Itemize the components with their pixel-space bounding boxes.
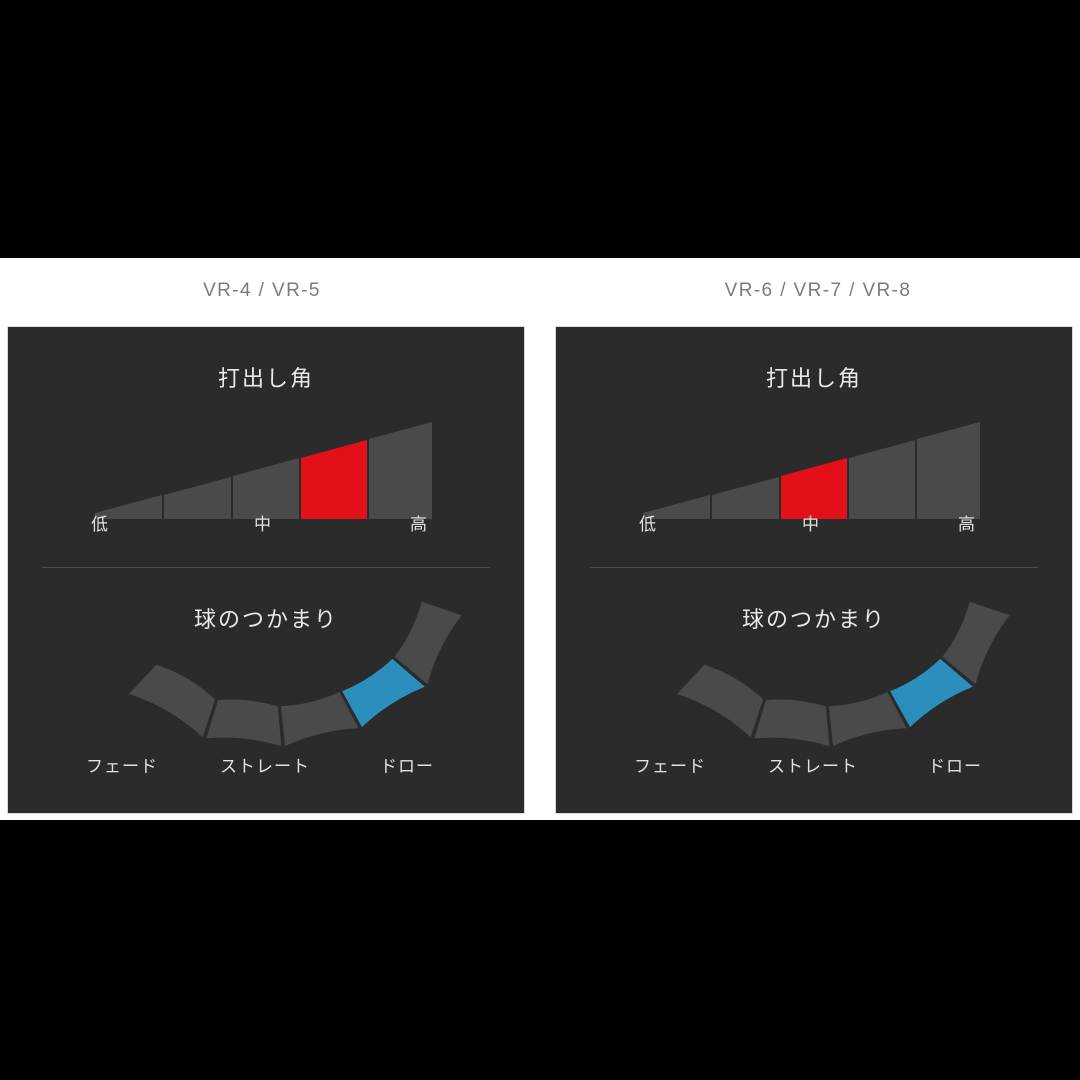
- panel-header-right: VR-6 / VR-7 / VR-8: [724, 280, 912, 301]
- wedge-segment-4-active[interactable]: [301, 440, 367, 519]
- ball-flight-title-right: 球のつかまり: [741, 607, 886, 632]
- spec-card-left: 打出し角 低 中 高 球のつか: [8, 327, 524, 813]
- launch-label-high: 高: [410, 515, 427, 534]
- ball-flight-title-left: 球のつかまり: [193, 607, 338, 632]
- flight-label-straight: ストレート: [768, 757, 858, 776]
- spec-panel-vr6-vr7-vr8: VR-6 / VR-7 / VR-8 打出し角 低 中 高: [556, 258, 1080, 820]
- wedge-segment-4[interactable]: [849, 440, 915, 519]
- arc-segment-3[interactable]: [828, 692, 907, 746]
- arc-segment-4-active[interactable]: [342, 658, 425, 728]
- flight-label-draw: ドロー: [380, 757, 434, 776]
- spec-panel-vr4-vr5: VR-4 / VR-5 打出し角 低 中 高: [0, 258, 524, 820]
- ball-flight-axis-labels-left: フェード ストレート ドロー: [8, 752, 524, 778]
- wedge-segments-left: [95, 422, 432, 519]
- flight-label-draw: ドロー: [928, 757, 982, 776]
- ball-flight-arc-left: [129, 601, 462, 747]
- flight-label-straight: ストレート: [220, 757, 310, 776]
- wedge-segment-5[interactable]: [369, 422, 432, 519]
- flight-label-fade: フェード: [634, 757, 706, 776]
- arc-segment-1[interactable]: [129, 664, 216, 738]
- card-divider-left: [42, 567, 490, 568]
- launch-label-mid: 中: [254, 515, 271, 534]
- arc-segment-1[interactable]: [677, 664, 764, 738]
- launch-label-mid: 中: [802, 515, 819, 534]
- arc-segment-2[interactable]: [754, 699, 830, 747]
- launch-label-high: 高: [958, 515, 975, 534]
- arc-segment-3[interactable]: [280, 692, 359, 746]
- content-band: VR-4 / VR-5 打出し角 低 中 高: [0, 258, 1080, 820]
- launch-angle-wedge-right: [643, 422, 980, 519]
- spec-card-right: 打出し角 低 中 高 球のつかまり: [556, 327, 1072, 813]
- launch-angle-title-left: 打出し角: [217, 366, 314, 391]
- launch-angle-title-right: 打出し角: [765, 366, 862, 391]
- launch-label-low: 低: [639, 515, 656, 534]
- arc-segment-4-active[interactable]: [890, 658, 973, 728]
- ball-flight-axis-labels-right: フェード ストレート ドロー: [556, 752, 1072, 778]
- launch-angle-wedge-left: [95, 422, 432, 519]
- launch-label-low: 低: [91, 515, 108, 534]
- arc-segment-2[interactable]: [206, 699, 282, 747]
- launch-axis-labels-right: 低 中 高: [556, 510, 1072, 534]
- flight-label-fade: フェード: [86, 757, 158, 776]
- wedge-segments-right: [643, 422, 980, 519]
- panel-header-left: VR-4 / VR-5: [203, 280, 321, 301]
- card-divider-right: [590, 567, 1038, 568]
- ball-flight-arc-right: [677, 601, 1010, 747]
- launch-axis-labels-left: 低 中 高: [8, 510, 524, 534]
- wedge-segment-5[interactable]: [917, 422, 980, 519]
